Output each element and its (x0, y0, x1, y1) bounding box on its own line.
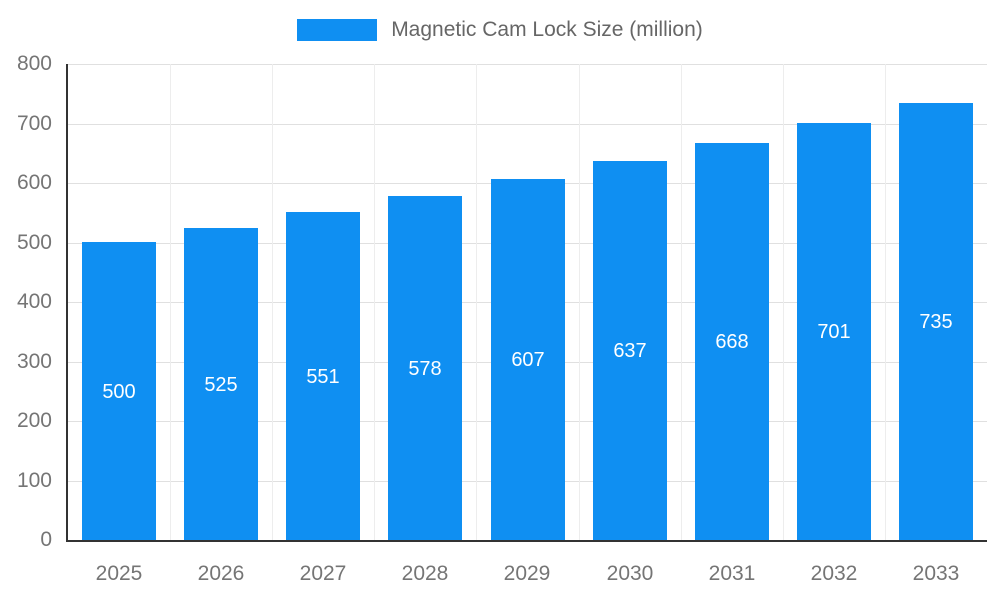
bar-value-label: 525 (204, 374, 238, 396)
gridline-vertical (170, 64, 171, 540)
gridline-horizontal (68, 123, 987, 125)
x-axis-tick-label: 2025 (95, 562, 143, 585)
bar-value-label: 668 (715, 331, 749, 353)
bar-value-label: 637 (613, 340, 647, 362)
y-axis-tick-label: 0 (40, 528, 52, 551)
bar-2029[interactable]: 607 (491, 179, 565, 540)
y-axis-tick-label: 100 (16, 468, 52, 492)
y-axis-tick-label: 200 (16, 409, 52, 432)
legend-label: Magnetic Cam Lock Size (million) (391, 18, 703, 41)
bar-2028[interactable]: 578 (388, 196, 462, 540)
gridline-vertical (476, 64, 477, 540)
gridline-vertical (885, 64, 886, 540)
bar-2031[interactable]: 668 (695, 143, 769, 540)
bar-2025[interactable]: 500 (82, 242, 156, 540)
x-axis-tick-label: 2028 (401, 562, 449, 585)
bar-value-label: 500 (102, 381, 136, 403)
x-axis-tick-label: 2029 (503, 562, 551, 585)
gridline-vertical (681, 64, 682, 540)
x-axis-tick-label: 2030 (606, 562, 654, 585)
bar-2032[interactable]: 701 (797, 123, 871, 540)
bar-value-label: 578 (408, 358, 442, 380)
gridline-vertical (374, 64, 375, 540)
y-axis-tick-label: 600 (16, 171, 52, 194)
gridline-vertical (272, 64, 273, 540)
plot-area: 500 2025 525 2026 551 2027 578 2028 607 2029 637 20… (66, 64, 987, 585)
y-axis-tick-label: 800 (16, 52, 52, 75)
x-axis-tick-label: 2027 (299, 562, 347, 585)
bar-2026[interactable]: 525 (184, 228, 258, 540)
bar-value-label: 735 (919, 311, 953, 333)
x-axis-tick-label: 2031 (708, 562, 756, 585)
gridline-vertical (783, 64, 784, 540)
bar-2030[interactable]: 637 (593, 161, 667, 540)
y-axis-tick-label: 500 (16, 230, 52, 254)
gridline-vertical (579, 64, 580, 540)
bar-value-label: 701 (817, 321, 851, 343)
y-axis-tick-label: 700 (16, 111, 52, 135)
y-axis-tick-label: 300 (16, 349, 52, 373)
bar-2027[interactable]: 551 (286, 212, 360, 540)
x-axis-tick-label: 2032 (810, 562, 858, 585)
y-axis-tick-label: 400 (16, 290, 52, 313)
gridline-horizontal (68, 64, 987, 65)
x-axis-tick-label: 2026 (197, 562, 245, 585)
bar-value-label: 607 (511, 349, 545, 371)
legend-swatch (297, 19, 378, 41)
bar-value-label: 551 (306, 366, 340, 388)
bar-2033[interactable]: 735 (899, 103, 973, 540)
x-axis-tick-label: 2033 (912, 562, 960, 585)
legend[interactable]: Magnetic Cam Lock Size (million) (0, 18, 1000, 42)
